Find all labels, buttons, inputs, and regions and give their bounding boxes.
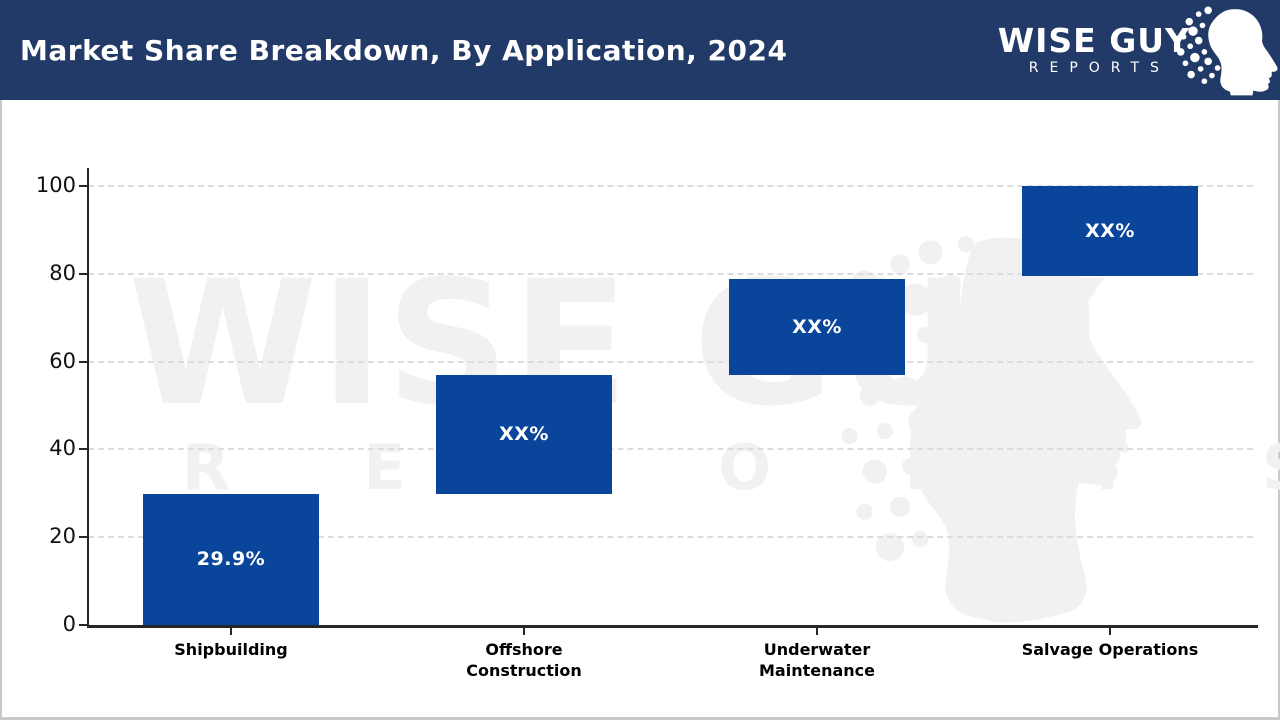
x-axis-tick-mark [230, 628, 232, 635]
x-axis-category-label: Underwater Maintenance [759, 639, 875, 681]
wiseguy-head-icon [1176, 6, 1278, 96]
page-title: Market Share Breakdown, By Application, … [20, 33, 788, 67]
waterfall-bar: 29.9% [143, 493, 319, 625]
x-axis-category-label-line: Shipbuilding [174, 640, 288, 659]
x-axis-tick-mark [816, 628, 818, 635]
y-axis-tick-mark [79, 448, 88, 451]
y-axis-tick-mark [79, 536, 88, 539]
x-axis-category-label: Shipbuilding [174, 639, 287, 660]
x-axis-category-label-line: Salvage Operations [1021, 640, 1199, 659]
y-axis-tick-label: 100 [35, 173, 76, 197]
bar-value-label: XX% [1085, 220, 1135, 243]
waterfall-bar: XX% [1022, 186, 1198, 277]
y-axis-line [87, 168, 89, 628]
logo-reports-text: REPORTS [1028, 60, 1170, 76]
x-axis-category-label: Salvage Operations [1022, 639, 1199, 660]
y-axis-tick-mark [79, 272, 88, 275]
bar-value-label: XX% [499, 423, 549, 446]
y-gridline [88, 448, 1253, 451]
x-axis-category-label-line: Maintenance [758, 661, 876, 680]
y-gridline [88, 272, 1253, 275]
y-axis-tick-mark [79, 624, 88, 626]
header-bar: Market Share Breakdown, By Application, … [0, 0, 1280, 100]
y-axis-tick-label: 80 [49, 260, 76, 285]
y-gridline [88, 536, 1253, 539]
wiseguy-logo: WISE GUY REPORTS [998, 2, 1280, 98]
bar-value-label: 29.9% [196, 548, 266, 571]
y-gridline [88, 185, 1253, 187]
x-axis-line [87, 625, 1258, 628]
y-axis-tick-mark [79, 185, 88, 187]
x-axis-category-label-line: Construction [466, 661, 582, 680]
wiseguy-logo-wordmark: WISE GUY REPORTS [998, 23, 1190, 77]
logo-brand-text: WISE GUY [997, 21, 1190, 60]
y-axis-tick-label: 0 [62, 612, 76, 636]
y-axis-tick-label: 40 [49, 436, 76, 461]
x-axis-tick-mark [1109, 628, 1111, 635]
y-gridline [88, 360, 1253, 363]
y-axis-tick-label: 60 [49, 348, 76, 373]
bar-value-label: XX% [792, 315, 842, 338]
x-axis-category-label: Offshore Construction [466, 639, 582, 681]
x-axis-category-label-line: Underwater [763, 640, 871, 659]
x-axis-category-label-line: Offshore [485, 640, 563, 659]
y-axis-tick-label: 20 [49, 524, 76, 549]
y-axis-tick-mark [79, 360, 88, 363]
waterfall-bar: XX% [729, 278, 905, 376]
x-axis-tick-mark [523, 628, 525, 635]
waterfall-bar: XX% [436, 375, 612, 494]
